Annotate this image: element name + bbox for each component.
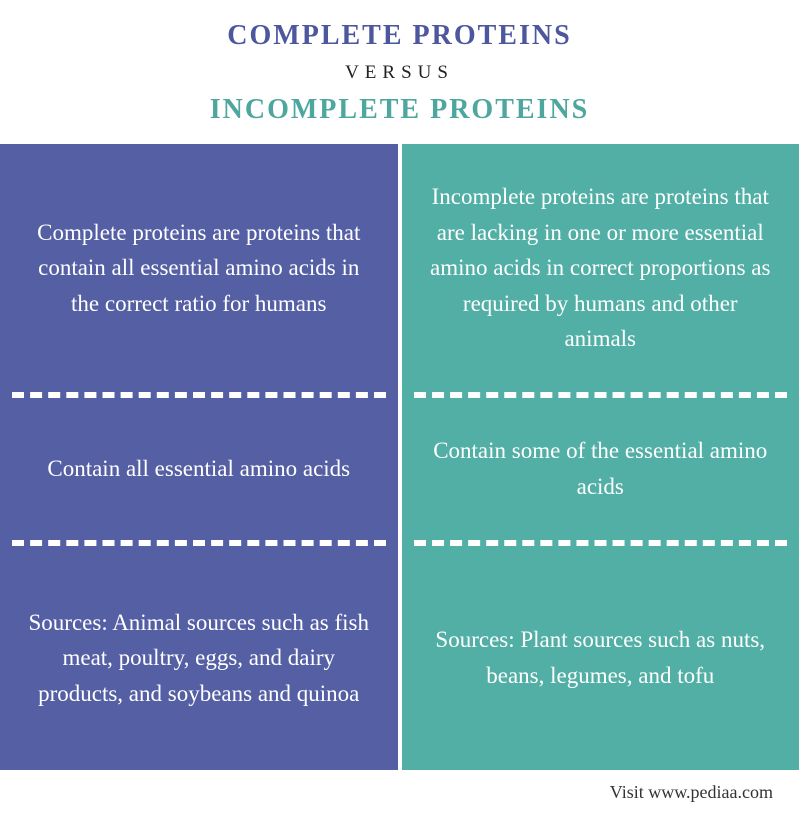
title-complete: COMPLETE PROTEINS — [0, 20, 799, 52]
title-versus: VERSUS — [0, 62, 799, 84]
header: COMPLETE PROTEINS VERSUS INCOMPLETE PROT… — [0, 0, 799, 144]
right-column: Incomplete proteins are proteins that ar… — [402, 144, 799, 770]
title-incomplete: INCOMPLETE PROTEINS — [0, 94, 799, 126]
left-cell-contain: Contain all essential amino acids — [0, 398, 398, 540]
right-cell-sources: Sources: Plant sources such as nuts, bea… — [402, 546, 799, 770]
footer-credit: Visit www.pediaa.com — [0, 770, 799, 821]
left-column: Complete proteins are proteins that cont… — [0, 144, 398, 770]
left-cell-definition: Complete proteins are proteins that cont… — [0, 144, 398, 392]
right-cell-definition: Incomplete proteins are proteins that ar… — [402, 144, 799, 392]
left-cell-sources: Sources: Animal sources such as fish mea… — [0, 546, 398, 770]
comparison-columns: Complete proteins are proteins that cont… — [0, 144, 799, 770]
right-cell-contain: Contain some of the essential amino acid… — [402, 398, 799, 540]
